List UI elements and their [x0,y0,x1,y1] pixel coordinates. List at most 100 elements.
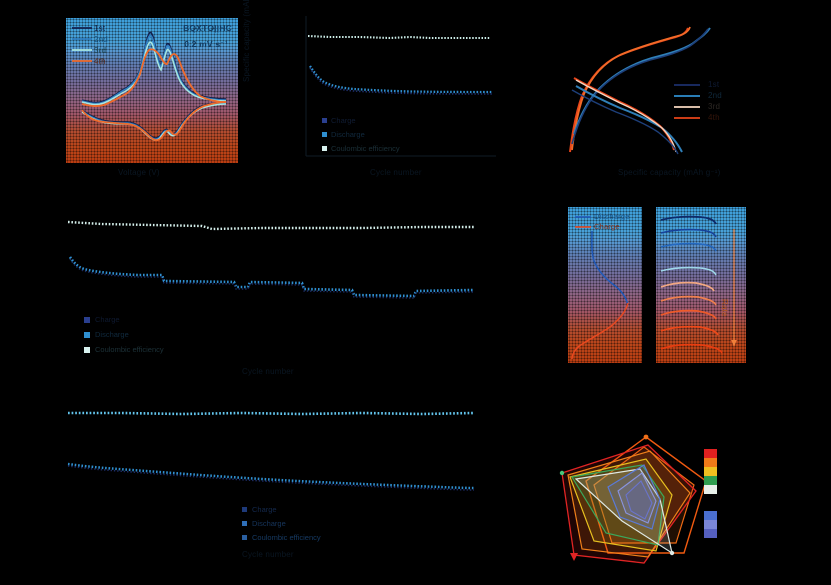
legend-label-coulombic-efficiency: Coulombic efficiency [95,345,164,354]
lt-ce-line [68,411,475,416]
cycling-top-discharge-line [309,65,493,94]
radar-vertex-top [643,434,649,440]
radar-series-blue3 [625,480,653,520]
gitt-left-fade [568,207,642,363]
legend-marker-charge [242,507,247,512]
long-term-legend: Charge Discharge Coulombic efficiency [242,505,321,542]
vp-discharge-2 [571,28,709,145]
gitt-r-curve-5 [660,281,715,292]
panel-radar [548,425,783,580]
gitt-legend-lines [575,216,591,228]
radar-legend-swatch-4 [704,476,717,485]
rate-ce-line [67,220,474,231]
gitt-r-curve-1 [660,215,717,225]
cycling-top-chart [305,16,496,157]
radar-legend-group-b [704,511,717,538]
cv-curve-4th [81,48,227,107]
legend-marker-charge [322,118,327,123]
legend-marker-charge [84,316,90,323]
vp-legend-label-3rd: 3rd [708,102,721,111]
radar-legend-swatch-7 [704,520,717,529]
legend-label-coulombic-efficiency: Coulombic efficiency [252,533,321,542]
rate-discharge-line [68,256,475,298]
gitt-right-plot: Rate [656,207,746,363]
legend-label-discharge: Discharge [252,519,286,528]
panel-capacity-retention-top: Charge Discharge Coulombic efficiency Cy… [242,0,500,177]
gitt-r-curve-3 [660,242,717,252]
vp-charge-tail2 [575,79,677,153]
legend-marker-coulombic-efficiency [242,535,247,540]
cv-legend-label-1st: 1st [94,24,106,33]
cycling-top-legend: Charge Discharge Coulombic efficiency [322,116,400,153]
radar-legend-swatch-6 [704,511,717,520]
legend-label-charge: Charge [331,116,356,125]
vp-discharge-tail2 [571,89,679,155]
cv-legend-lines [72,27,92,62]
legend-label-discharge: Discharge [95,330,129,339]
panel-long-term-cycling: Charge Discharge Coulombic efficiency Cy… [62,400,477,559]
gitt-legend-label-charge: Charge [594,222,620,231]
radar-vertex-bottom-left-arrow [570,553,578,561]
legend-marker-discharge [322,132,327,137]
cycling-top-ylabel: Specific capacity (mAh g⁻¹) [242,0,251,82]
vp-charge-tail [573,77,675,151]
panel-gitt-pair: Discharge Charge Rate [568,207,746,367]
cycling-top-ce-line [307,34,490,40]
vp-legend-lines [674,84,700,119]
vp-charge-2 [571,26,691,151]
gitt-left-plot: Discharge Charge [568,207,642,363]
legend-marker-discharge [242,521,247,526]
cv-plot-area: 1st 2nd 3rd 4th BQXTO||HC 0.2 mV s⁻¹ [66,18,238,163]
gitt-legend-label-discharge: Discharge [594,212,630,221]
legend-marker-discharge [84,331,90,338]
panel-rate-capability: Charge Discharge Coulombic efficiency Cy… [62,205,477,376]
panel-voltage-profile: 1st 2nd 3rd 4th Specific capacity (mAh g… [562,16,777,177]
cv-legend-label-4th: 4th [94,57,106,66]
gitt-discharge-curve [591,230,629,306]
gitt-r-curve-9 [660,343,723,354]
cycling-top-xlabel: Cycle number [370,168,422,177]
radar-series-blue1 [607,464,661,530]
legend-label-coulombic-efficiency: Coulombic efficiency [331,144,400,153]
legend-marker-coulombic-efficiency [84,346,90,353]
vp-legend-label-1st: 1st [708,80,720,89]
legend-marker-coulombic-efficiency [322,146,327,151]
radar-vertex-left [559,470,565,476]
vp-discharge-tail [575,85,683,153]
gitt-left-curves [571,230,629,360]
cv-annotation-cell: BQXTO||HC [183,23,232,33]
lt-discharge-line [67,462,475,490]
radar-legend-swatch-2 [704,458,717,467]
legend-label-discharge: Discharge [331,130,365,139]
radar-legend-swatch-8 [704,529,717,538]
gitt-charge-curve [571,302,629,360]
legend-label-charge: Charge [252,505,277,514]
long-term-cycling-chart [67,411,475,491]
radar-legend-group-a [704,449,717,494]
vp-xlabel: Specific capacity (mAh g⁻¹) [618,168,721,177]
radar-legend-swatch-5 [704,485,717,494]
vp-legend-label-4th: 4th [708,113,720,122]
legend-label-charge: Charge [95,315,120,324]
cycling-top-charge-line [309,67,493,95]
cv-curves [81,31,227,142]
gitt-left-dither [568,207,642,363]
radar-legend-swatch-3 [704,467,717,476]
gitt-r-curve-7 [660,309,717,320]
cv-xlabel: Voltage (V) [118,168,160,177]
gitt-r-curve-2 [660,228,717,238]
cv-legend-label-2nd: 2nd [94,35,108,44]
gitt-rate-arrow-head [731,340,737,347]
gitt-rate-annotation: Rate [720,299,729,317]
rate-legend: Charge Discharge Coulombic efficiency [84,315,164,354]
vp-charge-1 [569,27,689,153]
radar-ring-outer [585,436,707,554]
panel-cyclic-voltammetry: 1st 2nd 3rd 4th BQXTO||HC 0.2 mV s⁻¹ Vol… [66,18,238,177]
cv-legend-label-3rd: 3rd [94,46,107,55]
gitt-r-curve-8 [660,325,719,336]
voltage-profile-chart [569,26,711,155]
gitt-right-curves [660,215,737,354]
radar-legend-swatch-1 [704,449,717,458]
radar-series-blue2 [617,472,657,524]
radar-series-white [574,468,673,555]
